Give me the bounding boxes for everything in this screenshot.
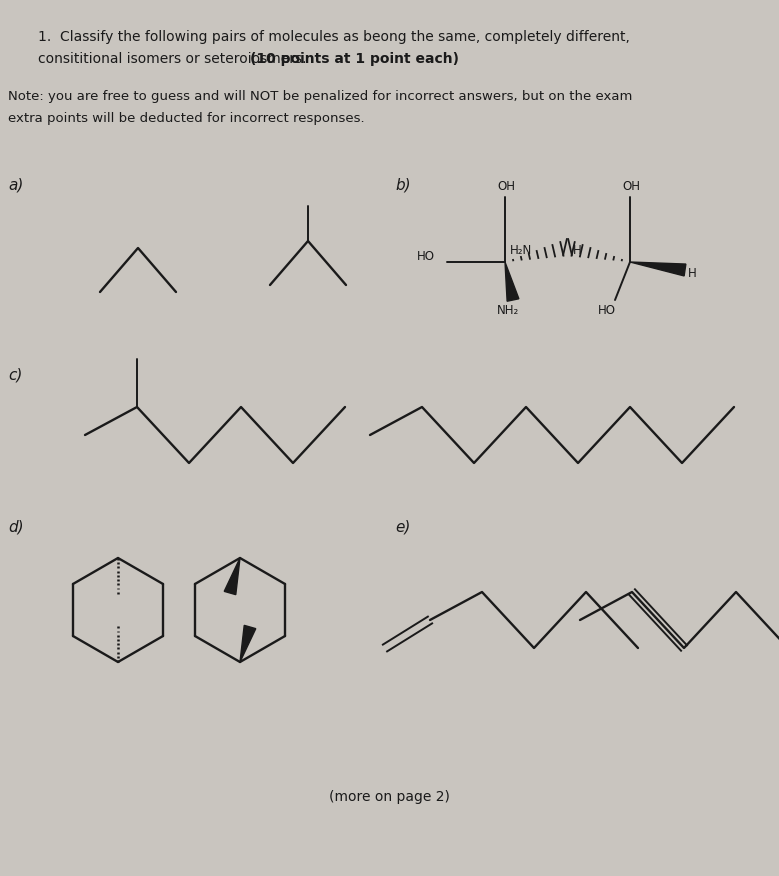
Polygon shape <box>630 262 686 276</box>
Text: H: H <box>573 244 582 257</box>
Text: (10 points at 1 point each): (10 points at 1 point each) <box>250 52 459 66</box>
Text: d): d) <box>8 520 23 535</box>
Text: c): c) <box>8 368 23 383</box>
Text: e): e) <box>395 520 411 535</box>
Polygon shape <box>240 625 256 662</box>
Text: b): b) <box>395 178 411 193</box>
Text: HO: HO <box>417 250 435 263</box>
Text: extra points will be deducted for incorrect responses.: extra points will be deducted for incorr… <box>8 112 365 125</box>
Text: (more on page 2): (more on page 2) <box>329 790 449 804</box>
Text: consititional isomers or seteroiosmers.: consititional isomers or seteroiosmers. <box>38 52 311 66</box>
Polygon shape <box>224 558 240 595</box>
Text: Note: you are free to guess and will NOT be penalized for incorrect answers, but: Note: you are free to guess and will NOT… <box>8 90 633 103</box>
Text: a): a) <box>8 178 23 193</box>
Text: NH₂: NH₂ <box>497 304 520 317</box>
Text: OH: OH <box>622 180 640 193</box>
Text: 1.  Classify the following pairs of molecules as beong the same, completely diff: 1. Classify the following pairs of molec… <box>38 30 630 44</box>
Text: OH: OH <box>497 180 515 193</box>
Polygon shape <box>505 262 519 301</box>
Text: H: H <box>688 267 696 280</box>
Text: H₂N: H₂N <box>510 244 532 257</box>
Text: HO: HO <box>598 304 616 317</box>
